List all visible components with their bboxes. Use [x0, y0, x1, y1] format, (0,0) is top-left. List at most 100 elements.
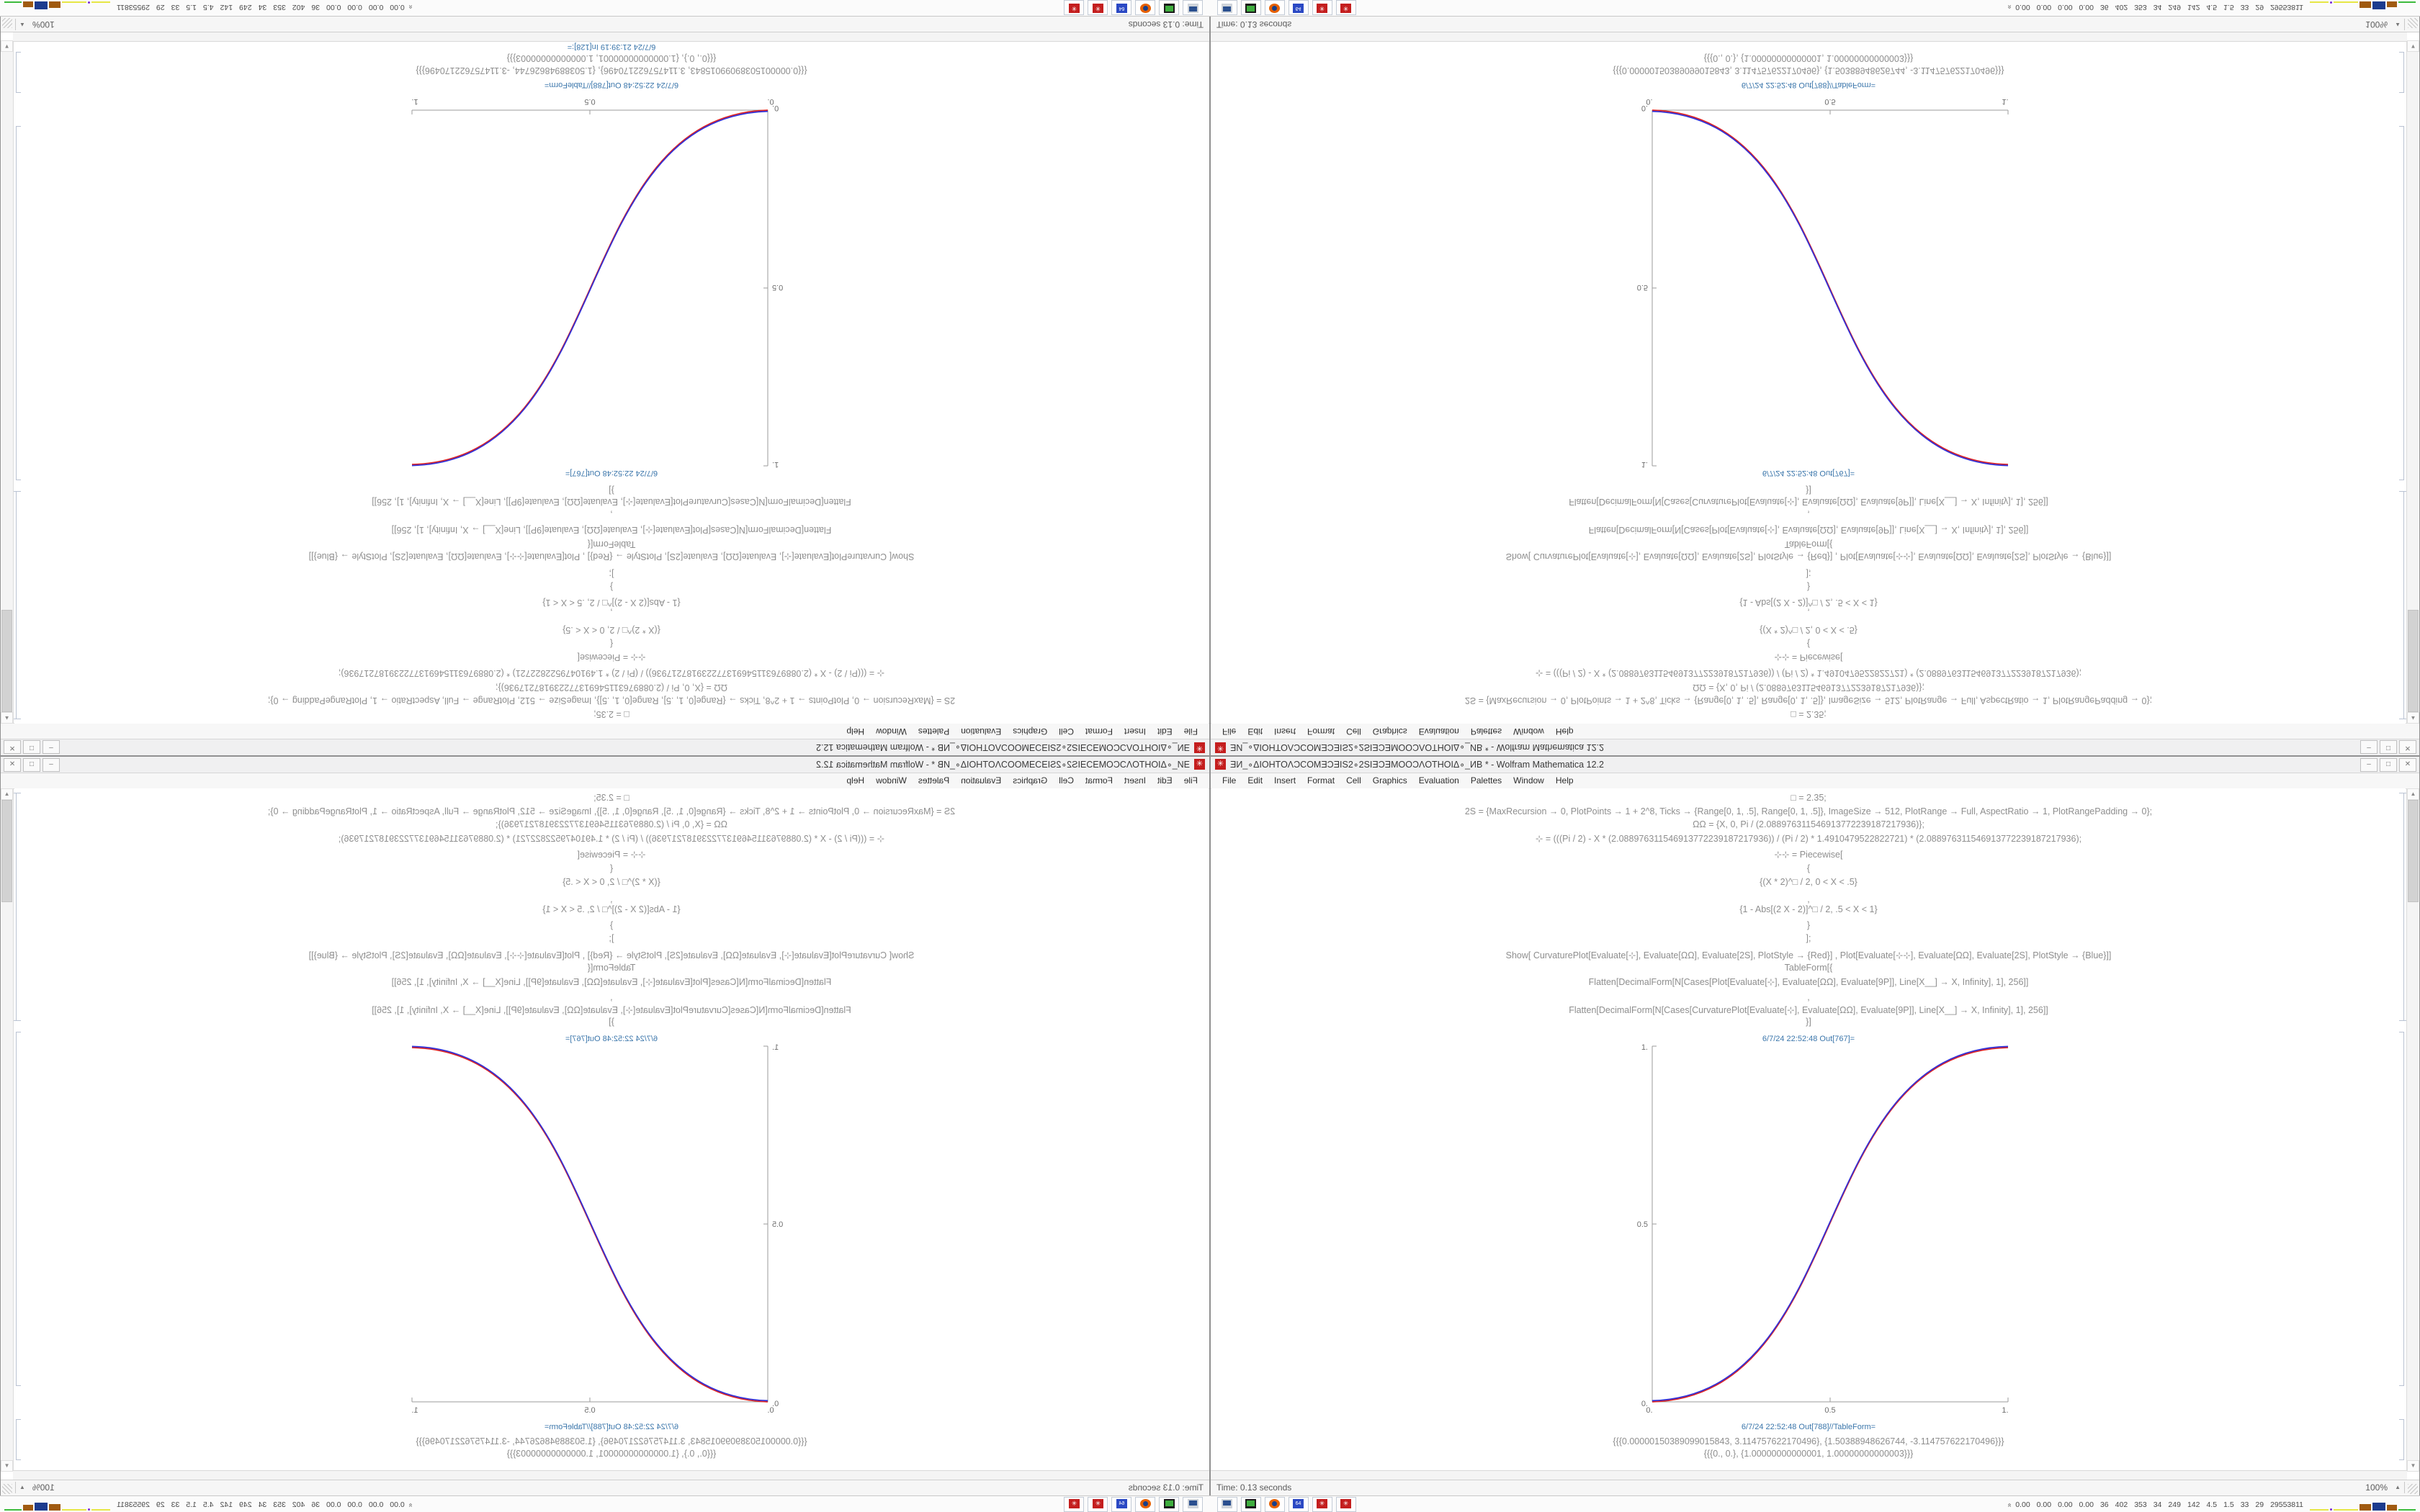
- code-cell-line[interactable]: Show[ CurvaturePlot[Evaluate[⊹], Evaluat…: [1505, 552, 2112, 562]
- code-cell-line[interactable]: }]: [609, 485, 614, 495]
- vertical-scroll-thumb[interactable]: [1, 610, 12, 712]
- tray-expander-chevrons-icon[interactable]: «: [2004, 4, 2013, 9]
- magnification-control[interactable]: 100%: [32, 19, 55, 30]
- code-cell-line[interactable]: {1 - Abs[(2 X - 2)]^□ / 2, .5 < X < 1}: [1739, 598, 1878, 608]
- menu-item-palettes[interactable]: Palettes: [1470, 775, 1502, 786]
- code-cell-line[interactable]: Flatten[DecimalForm[N[Cases[CurvaturePlo…: [372, 497, 851, 507]
- magnification-popup-icon[interactable]: ▲: [19, 1484, 25, 1490]
- taskbar-button-floppy-64-icon[interactable]: 64: [1111, 1497, 1131, 1512]
- menu-item-help[interactable]: Help: [1555, 775, 1574, 786]
- menu-item-palettes[interactable]: Palettes: [918, 775, 950, 786]
- menu-item-evaluation[interactable]: Evaluation: [961, 775, 1002, 786]
- menu-item-help[interactable]: Help: [846, 726, 865, 737]
- vertical-scrollbar[interactable]: ▲ ▼: [1, 40, 14, 724]
- magnification-control[interactable]: 100%: [2365, 19, 2388, 30]
- code-cell-line[interactable]: 2S = {MaxRecursion → 0, PlotPoints → 1 +…: [267, 696, 956, 706]
- window-titlebar[interactable]: ✳ ƎИ_∘ΔIOHTOΛƆCOMƎƆƎIS2∘2SIƎƆƎMOOƆΛOTHOIΔ…: [1, 739, 1209, 755]
- menu-item-window[interactable]: Window: [876, 726, 907, 737]
- horizontal-scrollbar[interactable]: [1211, 1470, 2407, 1480]
- menu-item-cell[interactable]: Cell: [1346, 775, 1361, 786]
- scroll-up-arrow-icon[interactable]: ▲: [1, 712, 13, 724]
- taskbar-button-mathematica-spikey-icon-2[interactable]: ✳: [1336, 0, 1356, 15]
- menu-item-evaluation[interactable]: Evaluation: [961, 726, 1002, 737]
- notebook-content[interactable]: □ = 2.35; 2S = {MaxRecursion → 0, PlotPoi…: [1211, 40, 2406, 724]
- code-cell-line[interactable]: ,: [1807, 992, 1810, 1002]
- taskbar-button-monitor-window-icon[interactable]: [1217, 0, 1237, 15]
- scroll-down-arrow-icon[interactable]: ▼: [1, 40, 13, 52]
- code-cell-line[interactable]: ,: [610, 992, 613, 1002]
- close-button[interactable]: ✕: [2399, 758, 2416, 772]
- code-cell-line[interactable]: }: [1806, 582, 1811, 592]
- code-cell-line[interactable]: }]: [1806, 1017, 1811, 1027]
- notebook-content[interactable]: □ = 2.35; 2S = {MaxRecursion → 0, PlotPoi…: [14, 40, 1209, 724]
- taskbar-button-mathematica-spikey-icon[interactable]: ✳: [1312, 0, 1332, 15]
- taskbar-button-monitor-window-icon[interactable]: [1183, 1497, 1203, 1512]
- taskbar-button-mathematica-spikey-icon-2[interactable]: ✳: [1064, 0, 1084, 15]
- minimize-button[interactable]: –: [42, 740, 60, 754]
- menu-item-file[interactable]: File: [1222, 726, 1237, 737]
- menu-item-help[interactable]: Help: [1555, 726, 1574, 737]
- code-cell-line[interactable]: □ = 2.35;: [593, 793, 629, 803]
- menu-item-cell[interactable]: Cell: [1346, 726, 1361, 737]
- taskbar-button-terminal-icon[interactable]: [1159, 0, 1179, 15]
- code-cell-line[interactable]: {(X * 2)^□ / 2, 0 < X < .5}: [1760, 877, 1857, 887]
- menu-item-insert[interactable]: Insert: [1124, 726, 1146, 737]
- menu-item-cell[interactable]: Cell: [1059, 726, 1074, 737]
- code-cell-line[interactable]: {: [609, 863, 614, 873]
- taskbar-button-floppy-64-icon[interactable]: 64: [1289, 1497, 1309, 1512]
- menu-item-edit[interactable]: Edit: [1157, 726, 1173, 737]
- taskbar-button-floppy-64-icon[interactable]: 64: [1289, 0, 1309, 15]
- menu-item-window[interactable]: Window: [1513, 775, 1544, 786]
- taskbar-button-mathematica-spikey-icon[interactable]: ✳: [1088, 0, 1108, 15]
- magnification-control[interactable]: 100%: [2365, 1482, 2388, 1493]
- tray-expander-chevrons-icon[interactable]: «: [2004, 1503, 2013, 1508]
- menu-item-format[interactable]: Format: [1085, 726, 1113, 737]
- code-cell-line[interactable]: Flatten[DecimalForm[N[Cases[Plot[Evaluat…: [391, 977, 832, 987]
- taskbar-button-monitor-window-icon[interactable]: [1217, 1497, 1237, 1512]
- maximize-button[interactable]: □: [23, 740, 40, 754]
- code-cell-line[interactable]: 2S = {MaxRecursion → 0, PlotPoints → 1 +…: [1464, 696, 2153, 706]
- menu-item-file[interactable]: File: [1183, 726, 1198, 737]
- menu-item-edit[interactable]: Edit: [1247, 726, 1263, 737]
- scroll-up-arrow-icon[interactable]: ▲: [2407, 712, 2419, 724]
- code-cell-line[interactable]: TableForm[{: [1784, 539, 1833, 549]
- menu-item-edit[interactable]: Edit: [1247, 775, 1263, 786]
- taskbar-button-firefox-icon[interactable]: [1135, 1497, 1155, 1512]
- vertical-scrollbar[interactable]: ▲ ▼: [2406, 788, 2419, 1472]
- code-cell-line[interactable]: {(X * 2)^□ / 2, 0 < X < .5}: [563, 625, 660, 635]
- window-titlebar[interactable]: ✳ ƎИ_∘ΔIOHTOΛƆCOMƎƆƎIS2∘2SIƎƆƎMOOƆΛOTHOIΔ…: [1211, 739, 2419, 755]
- menu-item-format[interactable]: Format: [1085, 775, 1113, 786]
- window-titlebar[interactable]: ✳ ƎИ_∘ΔIOHTOΛƆCOMƎƆƎIS2∘2SIƎƆƎMOOƆΛOTHOIΔ…: [1211, 757, 2419, 773]
- code-cell-line[interactable]: {1 - Abs[(2 X - 2)]^□ / 2, .5 < X < 1}: [542, 598, 681, 608]
- resize-grip-icon[interactable]: [2, 18, 12, 28]
- cell-bracket[interactable]: [16, 126, 21, 480]
- menu-item-insert[interactable]: Insert: [1274, 775, 1296, 786]
- horizontal-scrollbar[interactable]: [13, 1470, 1209, 1480]
- code-cell-line[interactable]: }: [609, 582, 614, 592]
- cell-bracket[interactable]: [2399, 793, 2404, 1021]
- tray-expander-chevrons-icon[interactable]: «: [407, 4, 416, 9]
- taskbar-button-mathematica-spikey-icon[interactable]: ✳: [1312, 1497, 1332, 1512]
- menu-item-format[interactable]: Format: [1307, 726, 1335, 737]
- code-cell-line[interactable]: Flatten[DecimalForm[N[Cases[Plot[Evaluat…: [391, 525, 832, 535]
- code-cell-line[interactable]: ,: [610, 608, 613, 618]
- vertical-scroll-thumb[interactable]: [1, 800, 12, 902]
- code-cell-line[interactable]: □ = 2.35;: [1791, 793, 1827, 803]
- cell-bracket[interactable]: [16, 1032, 21, 1386]
- code-cell-line[interactable]: ,: [1807, 894, 1810, 904]
- code-cell-line[interactable]: {1 - Abs[(2 X - 2)]^□ / 2, .5 < X < 1}: [542, 904, 681, 914]
- resize-grip-icon[interactable]: [2, 1484, 12, 1494]
- code-cell-line[interactable]: ΩΩ = {X, 0, Pi / (2.08897631154691377223…: [1693, 819, 1924, 829]
- taskbar-button-floppy-64-icon[interactable]: 64: [1111, 0, 1131, 15]
- menu-item-file[interactable]: File: [1222, 775, 1237, 786]
- scroll-down-arrow-icon[interactable]: ▼: [2407, 1460, 2419, 1472]
- menu-item-window[interactable]: Window: [876, 775, 907, 786]
- menu-item-evaluation[interactable]: Evaluation: [1418, 775, 1459, 786]
- code-cell-line[interactable]: □ = 2.35;: [1791, 709, 1827, 719]
- code-cell-line[interactable]: {: [1806, 863, 1811, 873]
- menu-item-graphics[interactable]: Graphics: [1013, 775, 1048, 786]
- scroll-down-arrow-icon[interactable]: ▼: [2407, 40, 2419, 52]
- code-cell-line[interactable]: }]: [609, 1017, 614, 1027]
- code-cell-line[interactable]: Show[ CurvaturePlot[Evaluate[⊹], Evaluat…: [308, 552, 915, 562]
- code-cell-line[interactable]: {: [609, 639, 614, 649]
